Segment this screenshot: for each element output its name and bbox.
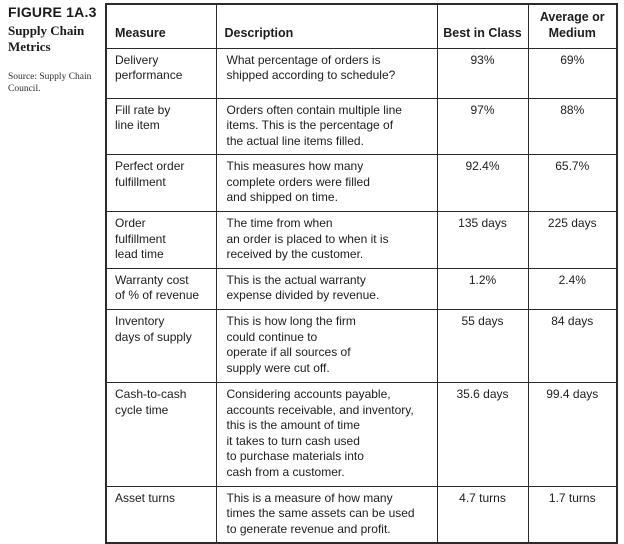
table-row: Warranty cost of % of revenue This is th… [105,267,618,311]
column-header-average-or-medium: Average or Medium [527,3,618,49]
column-header-description: Description [215,3,438,49]
best-in-class-cell: 35.6 days [436,382,529,487]
measure-cell: Warranty cost of % of revenue [105,267,217,311]
description-cell: Considering accounts payable, accounts r… [215,382,438,487]
best-in-class-cell: 55 days [436,309,529,384]
best-in-class-cell: 1.2% [436,267,529,311]
measure-cell: Asset turns [105,485,217,544]
figure-caption: FIGURE 1A.3 Supply Chain Metrics Source:… [8,4,103,96]
average-or-medium-cell: 88% [527,97,618,156]
table-header-row: Measure Description Best in Class Averag… [105,3,618,49]
table-row: Cash-to-cash cycle time Considering acco… [105,382,618,487]
description-cell: This measures how many complete orders w… [215,154,438,213]
best-in-class-cell: 93% [436,47,529,99]
best-in-class-cell: 4.7 turns [436,485,529,544]
column-header-measure: Measure [105,3,217,49]
measure-cell: Perfect order fulfillment [105,154,217,213]
measure-cell: Cash-to-cash cycle time [105,382,217,487]
description-cell: This is how long the firm could continue… [215,309,438,384]
figure-label: FIGURE 1A.3 [8,4,97,20]
measure-cell: Order fulfillment lead time [105,211,217,269]
table-row: Delivery performance What percentage of … [105,47,618,99]
measure-cell: Fill rate by line item [105,97,217,156]
average-or-medium-cell: 69% [527,47,618,99]
table-row: Fill rate by line item Orders often cont… [105,97,618,156]
average-or-medium-cell: 2.4% [527,267,618,311]
average-or-medium-cell: 65.7% [527,154,618,213]
figure-source: Source: Supply Chain Council. [8,71,92,95]
best-in-class-cell: 97% [436,97,529,156]
table-row: Asset turns This is a measure of how man… [105,485,618,544]
column-header-best-in-class: Best in Class [436,3,529,49]
figure-title: Supply Chain Metrics [8,23,85,54]
table-row: Perfect order fulfillment This measures … [105,154,618,213]
supply-chain-metrics-table: Measure Description Best in Class Averag… [105,3,618,544]
average-or-medium-cell: 84 days [527,309,618,384]
measure-cell: Delivery performance [105,47,217,99]
measure-cell: Inventory days of supply [105,309,217,384]
average-or-medium-cell: 1.7 turns [527,485,618,544]
table-row: Inventory days of supply This is how lon… [105,309,618,384]
description-cell: Orders often contain multiple line items… [215,97,438,156]
description-cell: This is the actual warranty expense divi… [215,267,438,311]
average-or-medium-cell: 225 days [527,211,618,269]
description-cell: What percentage of orders is shipped acc… [215,47,438,99]
average-or-medium-cell: 99.4 days [527,382,618,487]
description-cell: This is a measure of how many times the … [215,485,438,544]
table-row: Order fulfillment lead time The time fro… [105,211,618,269]
best-in-class-cell: 135 days [436,211,529,269]
description-cell: The time from when an order is placed to… [215,211,438,269]
best-in-class-cell: 92.4% [436,154,529,213]
